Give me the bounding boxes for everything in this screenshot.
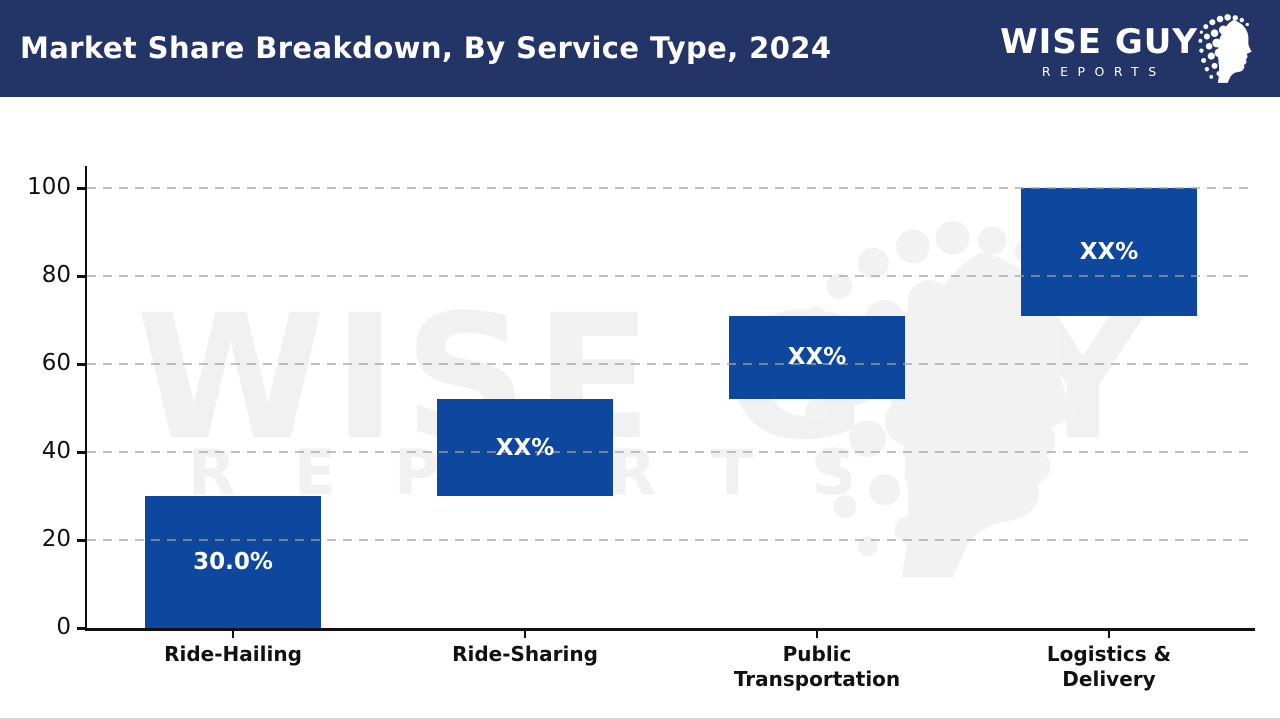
y-axis-tick-label: 20 xyxy=(41,526,71,552)
footer-divider xyxy=(0,718,1280,720)
gridline-y-100 xyxy=(87,187,1255,189)
brand-subtitle: REPORTS xyxy=(1041,63,1166,79)
bar-value-label: XX% xyxy=(787,344,847,371)
y-axis-tick xyxy=(77,451,87,454)
brand-wordmark: WISE GUY REPORTS xyxy=(1000,25,1198,79)
y-axis-tick xyxy=(77,187,87,190)
y-axis-tick-label: 80 xyxy=(41,262,71,288)
x-axis-tick xyxy=(523,628,527,638)
y-axis-tick xyxy=(77,363,87,366)
header: Market Share Breakdown, By Service Type,… xyxy=(0,0,1280,97)
gridline-y-60 xyxy=(87,363,1255,365)
y-axis-tick xyxy=(77,627,87,630)
bar-ride-sharing xyxy=(437,399,613,496)
x-axis-category-label: Ride-Hailing xyxy=(164,642,302,666)
x-axis-tick xyxy=(1107,628,1111,638)
bar-public-transportation xyxy=(729,315,905,400)
bar-value-label: 30.0% xyxy=(193,549,273,575)
x-axis-category-label: Logistics & Delivery xyxy=(1046,642,1172,691)
x-axis-category-label: Ride-Sharing xyxy=(452,642,598,666)
y-axis-tick-label: 0 xyxy=(56,614,71,640)
x-axis-tick xyxy=(231,628,235,638)
y-axis-spine xyxy=(84,166,87,631)
page-title: Market Share Breakdown, By Service Type,… xyxy=(20,30,832,65)
bar-value-label: XX% xyxy=(1079,238,1139,265)
x-axis-category-label: Public Transportation xyxy=(733,642,901,691)
bar-logistics-delivery xyxy=(1021,188,1197,316)
y-axis-tick-label: 100 xyxy=(27,174,71,200)
y-axis-tick xyxy=(77,539,87,542)
brand-face-icon xyxy=(1196,11,1256,87)
bar-ride-hailing xyxy=(145,496,321,628)
gridline-y-20 xyxy=(87,539,1255,541)
x-axis-spine xyxy=(84,628,1255,631)
brand-name: WISE GUY xyxy=(1000,21,1198,62)
x-axis-tick xyxy=(815,628,819,638)
y-axis-tick xyxy=(77,275,87,278)
brand-logo: WISE GUY REPORTS xyxy=(1000,11,1256,87)
gridline-y-40 xyxy=(87,451,1255,453)
bar-value-label: XX% xyxy=(495,434,555,461)
y-axis-tick-label: 60 xyxy=(41,350,71,376)
y-axis-tick-label: 40 xyxy=(41,438,71,464)
gridline-y-80 xyxy=(87,275,1255,277)
